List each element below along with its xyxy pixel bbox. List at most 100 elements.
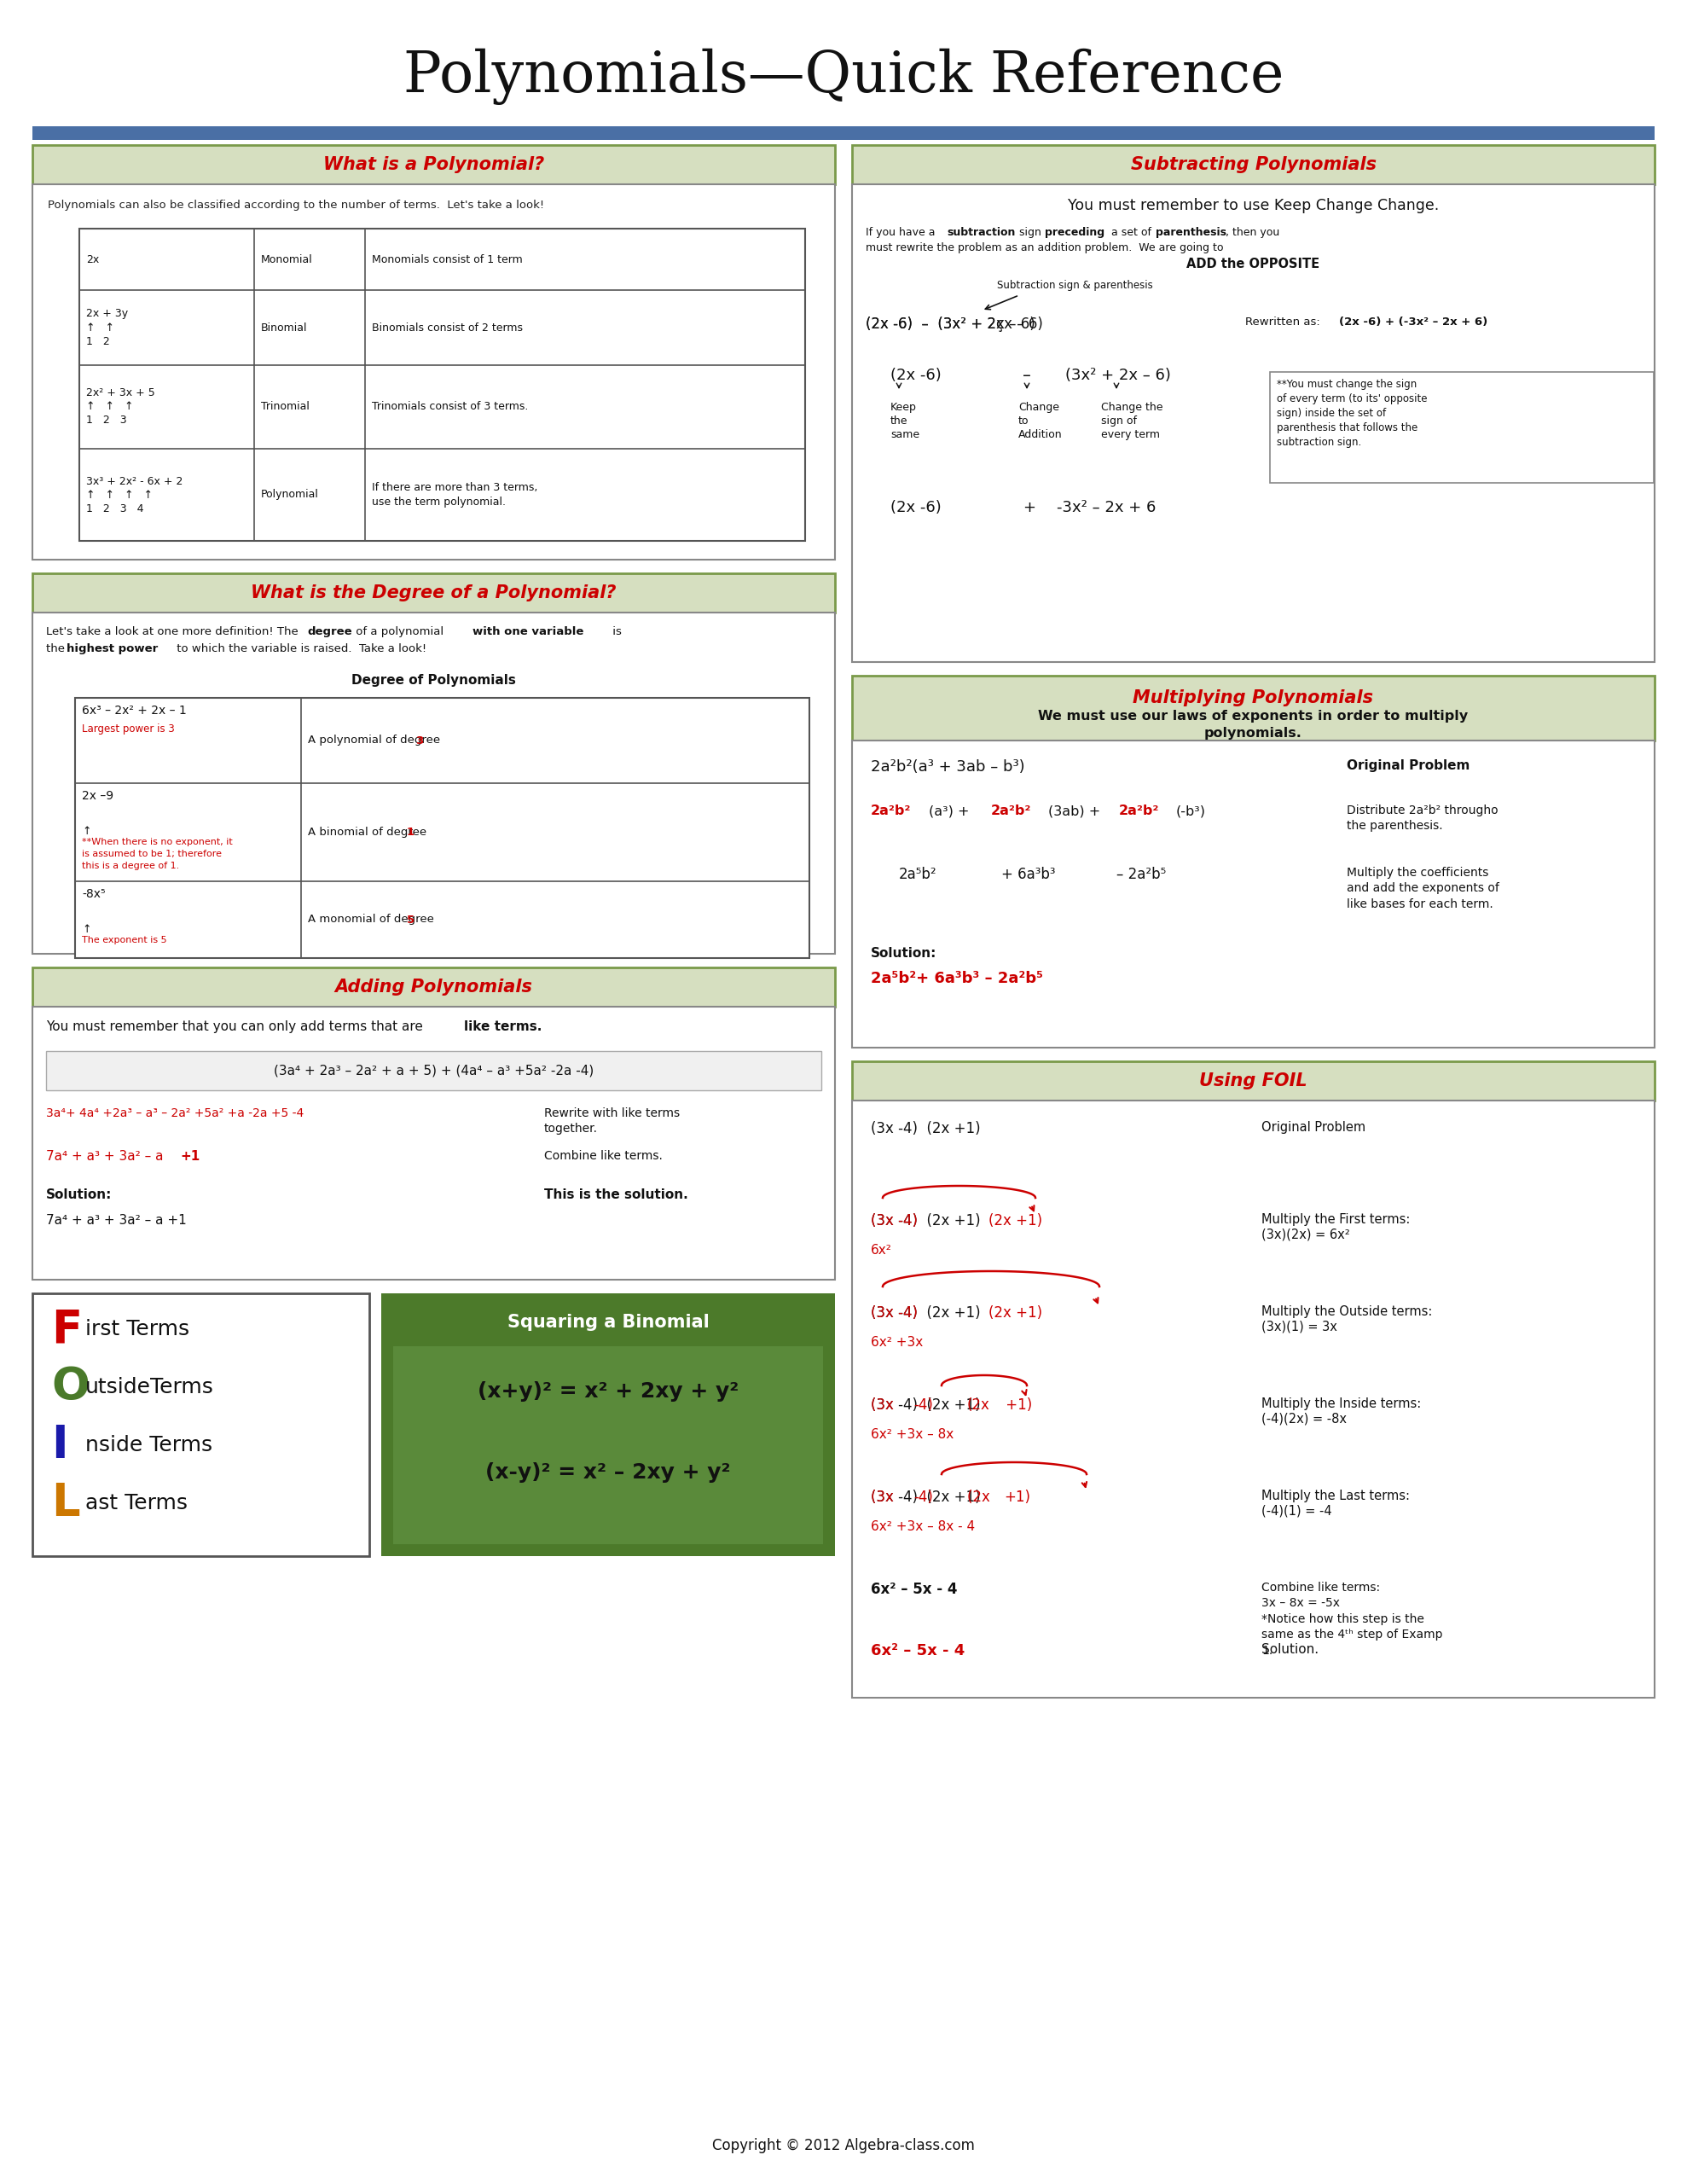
Text: 3: 3 xyxy=(415,736,423,747)
Text: 2x + 3y
↑   ↑
1   2: 2x + 3y ↑ ↑ 1 2 xyxy=(86,308,128,347)
Text: (-b³): (-b³) xyxy=(1176,804,1206,817)
Text: (2x -6): (2x -6) xyxy=(891,500,941,515)
Text: Multiply the First terms:: Multiply the First terms: xyxy=(1262,1212,1410,1225)
FancyBboxPatch shape xyxy=(852,675,1655,740)
Text: F: F xyxy=(51,1306,83,1352)
Text: (x+y)² = x² + 2xy + y²: (x+y)² = x² + 2xy + y² xyxy=(477,1380,739,1402)
Text: 2a⁵b²: 2a⁵b² xyxy=(899,867,936,882)
FancyBboxPatch shape xyxy=(46,1051,822,1090)
FancyBboxPatch shape xyxy=(79,229,805,542)
Text: Using FOIL: Using FOIL xyxy=(1199,1072,1307,1090)
Text: (3x: (3x xyxy=(870,1489,897,1505)
FancyBboxPatch shape xyxy=(32,612,835,954)
FancyBboxPatch shape xyxy=(74,699,810,959)
Text: Original Problem: Original Problem xyxy=(1346,760,1469,773)
Text: (3x -4)  (2x +1): (3x -4) (2x +1) xyxy=(870,1489,980,1505)
Text: Multiply the Inside terms:: Multiply the Inside terms: xyxy=(1262,1398,1420,1411)
FancyBboxPatch shape xyxy=(852,740,1655,1048)
Text: (3x -4)  (2x +1): (3x -4) (2x +1) xyxy=(870,1398,980,1413)
Text: A monomial of degree: A monomial of degree xyxy=(309,915,437,926)
Text: Combine like terms:
3x – 8x = -5x
*Notice how this step is the
same as the 4ᵗʰ s: Combine like terms: 3x – 8x = -5x *Notic… xyxy=(1262,1581,1442,1655)
Text: The exponent is 5: The exponent is 5 xyxy=(83,937,167,943)
Text: Polynomial: Polynomial xyxy=(261,489,319,500)
Text: +: + xyxy=(1022,500,1036,515)
FancyBboxPatch shape xyxy=(852,1101,1655,1697)
FancyBboxPatch shape xyxy=(852,183,1655,662)
Text: Binomials consist of 2 terms: Binomials consist of 2 terms xyxy=(371,321,523,334)
FancyBboxPatch shape xyxy=(32,572,835,612)
Text: What is the Degree of a Polynomial?: What is the Degree of a Polynomial? xyxy=(251,585,616,601)
Text: Let's take a look at one more definition! The: Let's take a look at one more definition… xyxy=(46,627,302,638)
Text: Distribute 2a²b² througho
the parenthesis.: Distribute 2a²b² througho the parenthesi… xyxy=(1346,804,1498,832)
Text: If there are more than 3 terms,
use the term polynomial.: If there are more than 3 terms, use the … xyxy=(371,483,538,507)
FancyBboxPatch shape xyxy=(32,1293,369,1555)
Text: Binomial: Binomial xyxy=(261,321,307,334)
Text: (3a⁴ + 2a³ – 2a² + a + 5) + (4a⁴ – a³ +5a² -2a -4): (3a⁴ + 2a³ – 2a² + a + 5) + (4a⁴ – a³ +5… xyxy=(273,1064,594,1077)
Text: a set of: a set of xyxy=(1108,227,1156,238)
Text: highest power: highest power xyxy=(66,644,159,655)
Text: Subtraction sign & parenthesis: Subtraction sign & parenthesis xyxy=(997,280,1152,290)
Text: Original Problem: Original Problem xyxy=(1262,1120,1365,1133)
Text: Solution.: Solution. xyxy=(1262,1642,1319,1655)
Text: 6x²: 6x² xyxy=(870,1245,892,1256)
Text: 2x: 2x xyxy=(86,253,100,264)
Text: (-4)(1) = -4: (-4)(1) = -4 xyxy=(1262,1505,1331,1518)
Text: Trinomial: Trinomial xyxy=(261,402,309,413)
Text: (2x -6)  –  (3x² + 2x – 6): (2x -6) – (3x² + 2x – 6) xyxy=(865,317,1036,332)
Text: Polynomials—Quick Reference: Polynomials—Quick Reference xyxy=(403,48,1284,105)
FancyBboxPatch shape xyxy=(852,1061,1655,1101)
Text: (3x -4)  (2x +1): (3x -4) (2x +1) xyxy=(870,1120,980,1136)
Text: with one variable: with one variable xyxy=(472,627,584,638)
Text: 2a⁵b²+ 6a³b³ – 2a²b⁵: 2a⁵b²+ 6a³b³ – 2a²b⁵ xyxy=(870,972,1043,987)
FancyBboxPatch shape xyxy=(32,183,835,559)
Text: You must remember that you can only add terms that are: You must remember that you can only add … xyxy=(46,1020,427,1033)
Text: Change
to
Addition: Change to Addition xyxy=(1019,402,1063,441)
Text: 6x² – 5x - 4: 6x² – 5x - 4 xyxy=(870,1642,965,1658)
Text: polynomials.: polynomials. xyxy=(1205,727,1302,740)
Text: must rewrite the problem as an addition problem.  We are going to: must rewrite the problem as an addition … xyxy=(865,242,1223,253)
Text: Multiply the Outside terms:: Multiply the Outside terms: xyxy=(1262,1306,1432,1319)
FancyBboxPatch shape xyxy=(32,127,1655,140)
Text: Change the
sign of
every term: Change the sign of every term xyxy=(1102,402,1162,441)
FancyBboxPatch shape xyxy=(32,968,835,1007)
Text: 6x² – 5x - 4: 6x² – 5x - 4 xyxy=(870,1581,957,1597)
Text: parenthesis: parenthesis xyxy=(1156,227,1226,238)
Text: Polynomials can also be classified according to the number of terms.  Let's take: Polynomials can also be classified accor… xyxy=(47,199,545,210)
Text: is: is xyxy=(609,627,621,638)
Text: of a polynomial: of a polynomial xyxy=(353,627,447,638)
Text: 1: 1 xyxy=(407,828,415,839)
Text: 7a⁴ + a³ + 3a² – a: 7a⁴ + a³ + 3a² – a xyxy=(46,1151,167,1162)
Text: -4): -4) xyxy=(913,1489,933,1505)
Text: I: I xyxy=(51,1424,67,1468)
Text: (2x +1): (2x +1) xyxy=(989,1306,1043,1321)
Text: (3x)(2x) = 6x²: (3x)(2x) = 6x² xyxy=(1262,1227,1350,1241)
Text: -3x² – 2x + 6: -3x² – 2x + 6 xyxy=(1056,500,1156,515)
Text: -4): -4) xyxy=(913,1398,933,1413)
Text: L: L xyxy=(51,1481,79,1524)
Text: Largest power is 3: Largest power is 3 xyxy=(83,723,175,734)
Text: (3x² + 2x – 6): (3x² + 2x – 6) xyxy=(1064,367,1171,382)
Text: Squaring a Binomial: Squaring a Binomial xyxy=(508,1315,709,1330)
Text: (3x)(1) = 3x: (3x)(1) = 3x xyxy=(1262,1321,1338,1334)
Text: Monomial: Monomial xyxy=(261,253,312,264)
Text: What is a Polynomial?: What is a Polynomial? xyxy=(324,155,545,173)
Text: subtraction: subtraction xyxy=(946,227,1016,238)
Text: ADD the OPPOSITE: ADD the OPPOSITE xyxy=(1186,258,1319,271)
Text: 6x³ – 2x² + 2x – 1: 6x³ – 2x² + 2x – 1 xyxy=(83,705,187,716)
FancyBboxPatch shape xyxy=(852,144,1655,183)
Text: +1: +1 xyxy=(181,1151,199,1162)
Text: 2x –9: 2x –9 xyxy=(83,791,113,802)
FancyBboxPatch shape xyxy=(32,144,835,183)
Text: We must use our laws of exponents in order to multiply: We must use our laws of exponents in ord… xyxy=(1038,710,1468,723)
Text: (3x -4): (3x -4) xyxy=(870,1306,918,1321)
Text: ↑: ↑ xyxy=(83,826,91,836)
Text: -8x⁵: -8x⁵ xyxy=(83,889,105,900)
Text: 2a²b²: 2a²b² xyxy=(870,804,911,817)
Text: to which the variable is raised.  Take a look!: to which the variable is raised. Take a … xyxy=(174,644,427,655)
Text: Solution:: Solution: xyxy=(870,948,936,959)
Text: + 6a³b³: + 6a³b³ xyxy=(1002,867,1056,882)
FancyBboxPatch shape xyxy=(393,1345,823,1544)
Text: **You must change the sign
of every term (to its' opposite
sign) inside the set : **You must change the sign of every term… xyxy=(1277,378,1427,448)
Text: O: O xyxy=(51,1365,89,1409)
Text: 6x² +3x: 6x² +3x xyxy=(870,1337,923,1350)
